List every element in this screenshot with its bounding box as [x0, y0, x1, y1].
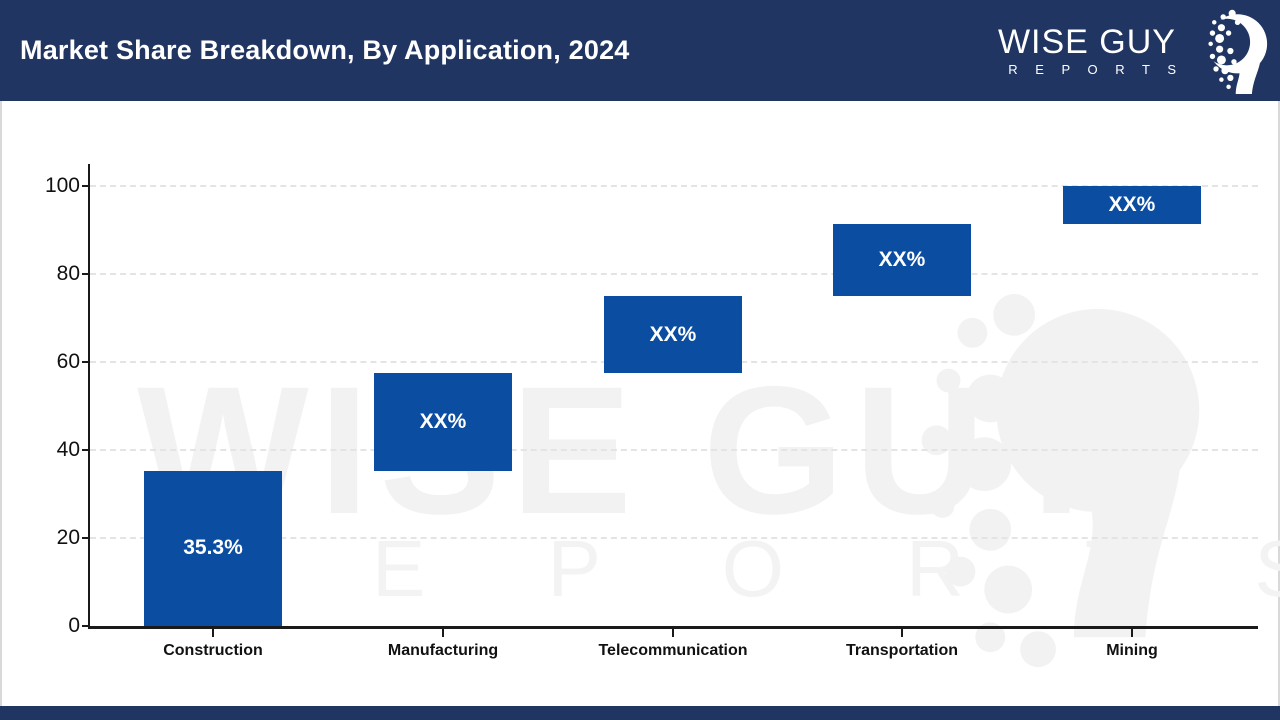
bar-value-label: XX%	[649, 322, 697, 346]
logo-face-icon	[1203, 9, 1268, 94]
y-tick-label-100: 100	[44, 174, 80, 197]
x-category-label: Construction	[163, 642, 263, 659]
x-category-label: Telecommunication	[598, 642, 748, 659]
y-tick-label-80: 80	[56, 262, 80, 285]
y-tick-80	[82, 273, 90, 275]
logo-subtext: R E P O R T S	[1008, 61, 1183, 77]
x-tick-3	[901, 629, 903, 637]
x-category-label: Mining	[1106, 642, 1158, 659]
logo-wordmark: WISE GUY	[997, 22, 1176, 61]
bar-mining: XX%	[1063, 186, 1201, 224]
x-category-label: Transportation	[845, 642, 958, 659]
bar-value-label: 35.3%	[183, 536, 243, 560]
x-tick-1	[442, 629, 444, 637]
bar-transportation: XX%	[833, 223, 971, 296]
header-bar: Market Share Breakdown, By Application, …	[0, 0, 1280, 101]
x-tick-0	[212, 629, 214, 637]
y-tick-0	[82, 625, 90, 627]
gridline-40	[90, 449, 1258, 451]
gridline-20	[90, 537, 1258, 539]
gridline-100	[90, 185, 1258, 187]
bar-value-label: XX%	[1108, 192, 1156, 216]
bar-value-label: XX%	[878, 247, 926, 271]
y-tick-label-40: 40	[56, 438, 80, 461]
gridline-80	[90, 273, 1258, 275]
y-tick-label-0: 0	[68, 614, 80, 637]
y-tick-label-60: 60	[56, 350, 80, 373]
y-tick-label-20: 20	[56, 526, 80, 549]
wise-guy-logo: WISE GUY R E P O R T S	[998, 0, 1176, 101]
y-axis-line	[88, 164, 90, 629]
bar-value-label: XX%	[419, 409, 467, 433]
x-category-label: Manufacturing	[387, 642, 499, 659]
y-tick-20	[82, 537, 90, 539]
x-tick-2	[672, 629, 674, 637]
chart-area: WISE GUY R E P O R T S 0 20 40 60 80 100 35.3%…	[0, 101, 1280, 706]
x-axis-line	[88, 626, 1258, 629]
y-tick-60	[82, 361, 90, 363]
footer-bar	[0, 706, 1280, 720]
y-tick-40	[82, 449, 90, 451]
watermark-face-icon	[921, 293, 1200, 668]
chart-title: Market Share Breakdown, By Application, …	[20, 35, 630, 65]
y-tick-100	[82, 185, 90, 187]
bar-construction: 35.3%	[144, 470, 282, 626]
x-tick-4	[1131, 629, 1133, 637]
bar-manufacturing: XX%	[374, 373, 512, 471]
bar-telecommunication: XX%	[604, 296, 742, 373]
